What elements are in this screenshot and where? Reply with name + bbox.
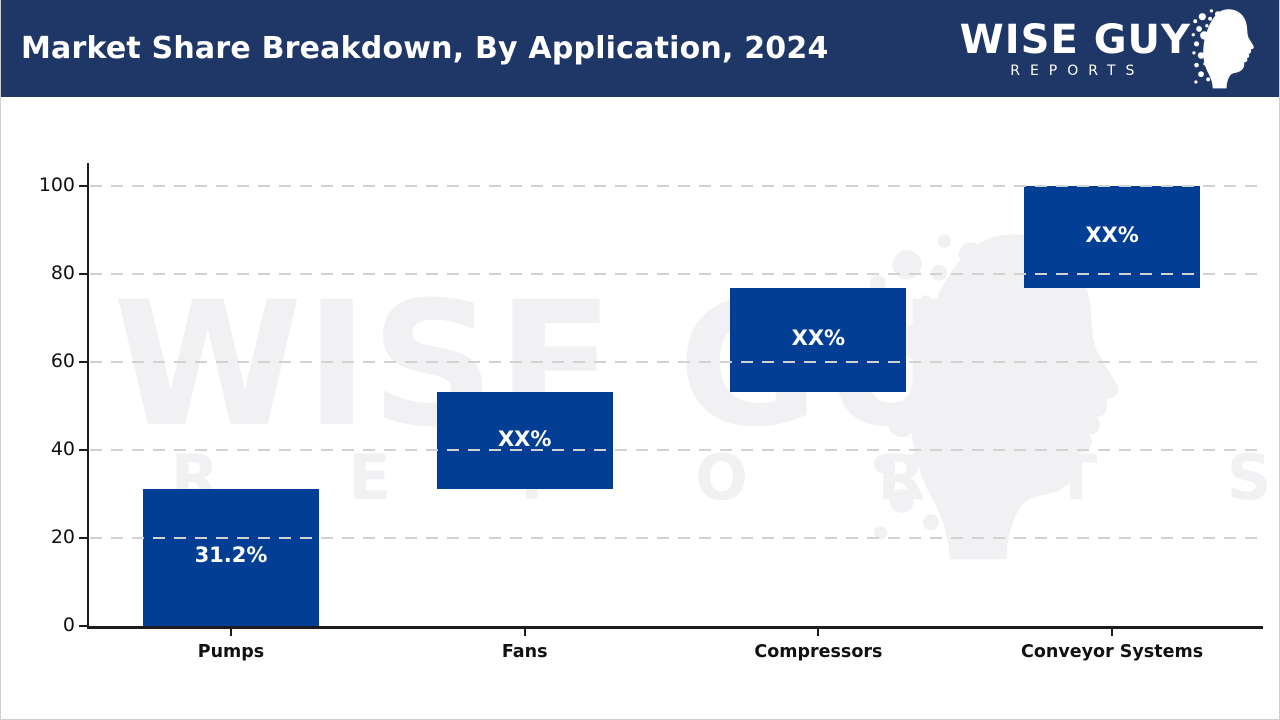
x-axis-category-label: Compressors xyxy=(754,642,883,662)
brand-logo: WISE GUY REPORTS xyxy=(960,7,1261,91)
x-axis-category-label: Fans xyxy=(501,642,548,662)
gridline xyxy=(90,273,1263,275)
y-tickmark xyxy=(79,185,87,187)
y-axis-line xyxy=(87,163,89,628)
gridline xyxy=(90,537,1263,539)
x-axis-category-label: Pumps xyxy=(197,642,265,662)
y-axis-tick-label: 80 xyxy=(50,262,75,284)
y-tickmark xyxy=(79,361,87,363)
x-tickmark xyxy=(817,628,820,636)
chart-area: WISE GUY R E P O R T S 0 20 40 60 80 100 31.2%… xyxy=(1,97,1279,719)
gridline xyxy=(90,185,1263,187)
x-tickmark xyxy=(230,628,232,636)
x-tickmark xyxy=(1111,628,1114,636)
x-tickmark xyxy=(523,628,526,636)
y-axis-tick-label: 0 xyxy=(62,614,75,636)
wiseguy-head-icon xyxy=(1191,8,1254,88)
bar-value-label: XX% xyxy=(1085,222,1139,247)
gridline xyxy=(90,361,1263,363)
bar-value-label: XX% xyxy=(791,326,846,350)
y-tickmark xyxy=(79,537,87,539)
y-tickmark xyxy=(79,273,87,275)
y-axis-tick-label: 100 xyxy=(38,174,75,196)
y-axis-tick-label: 60 xyxy=(50,350,75,372)
bar-fans xyxy=(436,392,613,489)
y-axis-tick-label: 20 xyxy=(50,526,75,548)
x-axis-category-label: Conveyor Systems xyxy=(1021,642,1204,662)
bar-value-label: 31.2% xyxy=(194,543,268,568)
header-bar: Market Share Breakdown, By Application, … xyxy=(1,0,1279,97)
y-tickmark xyxy=(79,625,87,627)
logo-wordmark: WISE GUY xyxy=(959,16,1191,63)
y-tickmark xyxy=(79,449,87,451)
x-axis-line xyxy=(87,626,1263,629)
bar-pumps xyxy=(143,488,319,626)
gridline xyxy=(90,449,1263,451)
logo-subtext: REPORTS xyxy=(1010,62,1145,79)
page-title: Market Share Breakdown, By Application, … xyxy=(21,31,829,66)
y-axis-tick-label: 40 xyxy=(50,438,75,460)
plot: 0 20 40 60 80 100 31.2% Pumps XX% Fans XX% Compress… xyxy=(1,97,1279,719)
bar-value-label: XX% xyxy=(497,426,552,451)
